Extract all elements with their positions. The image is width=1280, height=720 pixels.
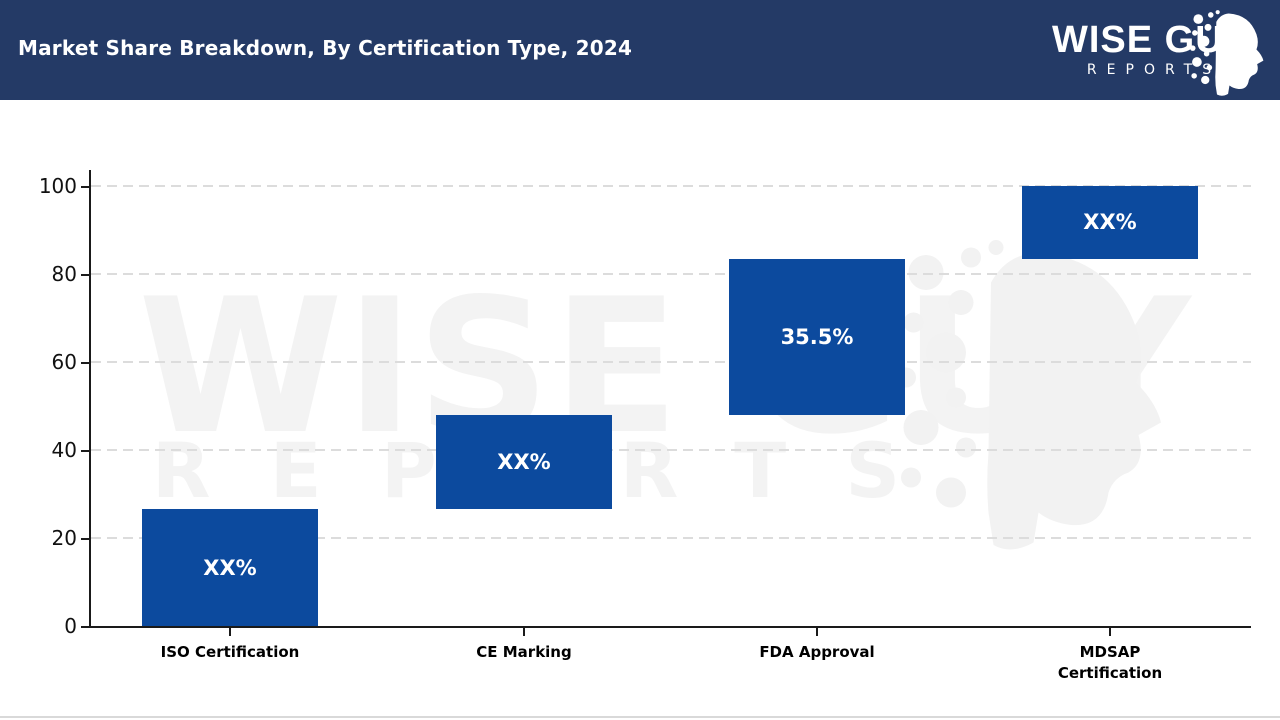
brand-logo: WISE GUY REPORTS <box>1012 8 1264 96</box>
x-axis-line <box>89 626 1251 628</box>
bar-1: XX% <box>142 509 318 626</box>
gridline-y-60 <box>91 361 1251 363</box>
page-title: Market Share Breakdown, By Certification… <box>18 36 633 60</box>
watermark-head-icon <box>876 230 1176 564</box>
bar-value-label: 35.5% <box>780 324 854 349</box>
footer-divider <box>0 716 1280 718</box>
gridline-y-100 <box>91 185 1251 187</box>
y-tick-mark <box>81 626 89 628</box>
y-axis-line <box>89 170 91 628</box>
gridline-y-80 <box>91 273 1251 275</box>
x-category-label: MDSAP Certification <box>1057 643 1163 682</box>
gridline-y-20 <box>91 537 1251 539</box>
y-tick-label: 0 <box>64 614 77 638</box>
bar-4: XX% <box>1022 186 1198 259</box>
y-tick-label: 20 <box>51 526 77 550</box>
x-category-label: ISO Certification <box>160 643 300 661</box>
y-tick-label: 40 <box>51 438 77 462</box>
y-tick-mark <box>81 538 89 540</box>
y-tick-label: 80 <box>51 262 77 286</box>
x-category-label: FDA Approval <box>759 643 875 661</box>
logo-head-icon <box>1184 8 1268 102</box>
x-tick-mark <box>1109 628 1111 636</box>
logo-wordmark-line2: REPORTS <box>1086 62 1222 78</box>
bar-value-label: XX% <box>497 450 551 475</box>
x-tick-mark <box>816 628 818 636</box>
y-tick-mark <box>81 186 89 188</box>
y-tick-mark <box>81 450 89 452</box>
gridline-y-40 <box>91 449 1251 451</box>
y-tick-label: 60 <box>51 350 77 374</box>
x-tick-mark <box>229 628 231 636</box>
header-bar: Market Share Breakdown, By Certification… <box>0 0 1280 100</box>
x-category-label: CE Marking <box>476 643 572 661</box>
bar-value-label: XX% <box>203 555 257 580</box>
x-tick-mark <box>523 628 525 636</box>
bar-3: 35.5% <box>729 258 905 415</box>
y-tick-label: 100 <box>38 174 77 198</box>
y-tick-mark <box>81 362 89 364</box>
bar-2: XX% <box>436 414 612 510</box>
bar-value-label: XX% <box>1083 210 1137 235</box>
y-tick-mark <box>81 274 89 276</box>
